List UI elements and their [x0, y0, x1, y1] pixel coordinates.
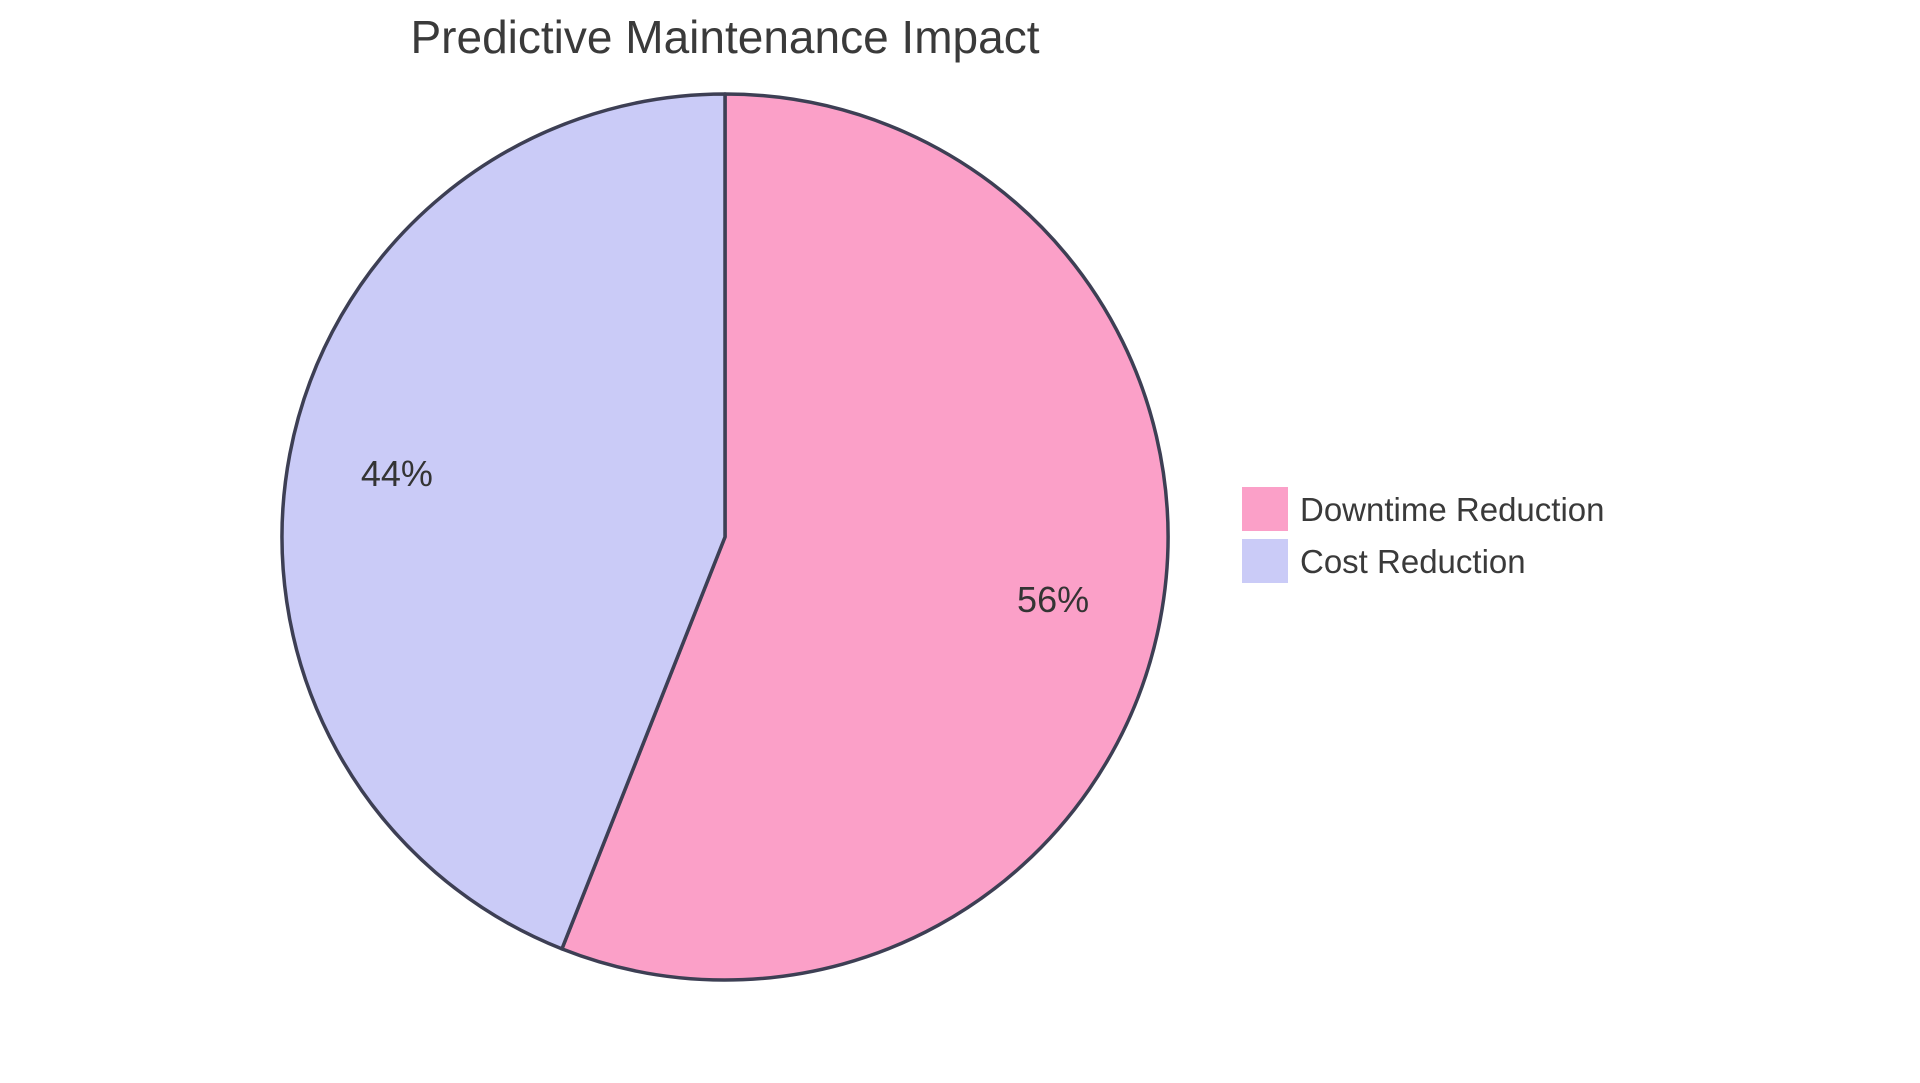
legend-label: Cost Reduction: [1300, 542, 1526, 580]
chart-title: Predictive Maintenance Impact: [410, 11, 1040, 63]
legend-swatch: [1242, 539, 1288, 583]
pie-slice-cost-reduction[interactable]: [280, 92, 727, 951]
slice-percent-label: 44%: [360, 453, 433, 495]
pie-slice-downtime-reduction[interactable]: [560, 92, 1170, 982]
chart-legend: Downtime Reduction Cost Reduction: [1242, 487, 1604, 583]
slice-percent-label: 56%: [1017, 578, 1090, 620]
legend-label: Downtime Reduction: [1300, 490, 1605, 528]
legend-item-downtime-reduction[interactable]: Downtime Reduction: [1242, 487, 1604, 531]
legend-swatch: [1242, 487, 1288, 531]
legend-item-cost-reduction[interactable]: Cost Reduction: [1242, 539, 1604, 583]
